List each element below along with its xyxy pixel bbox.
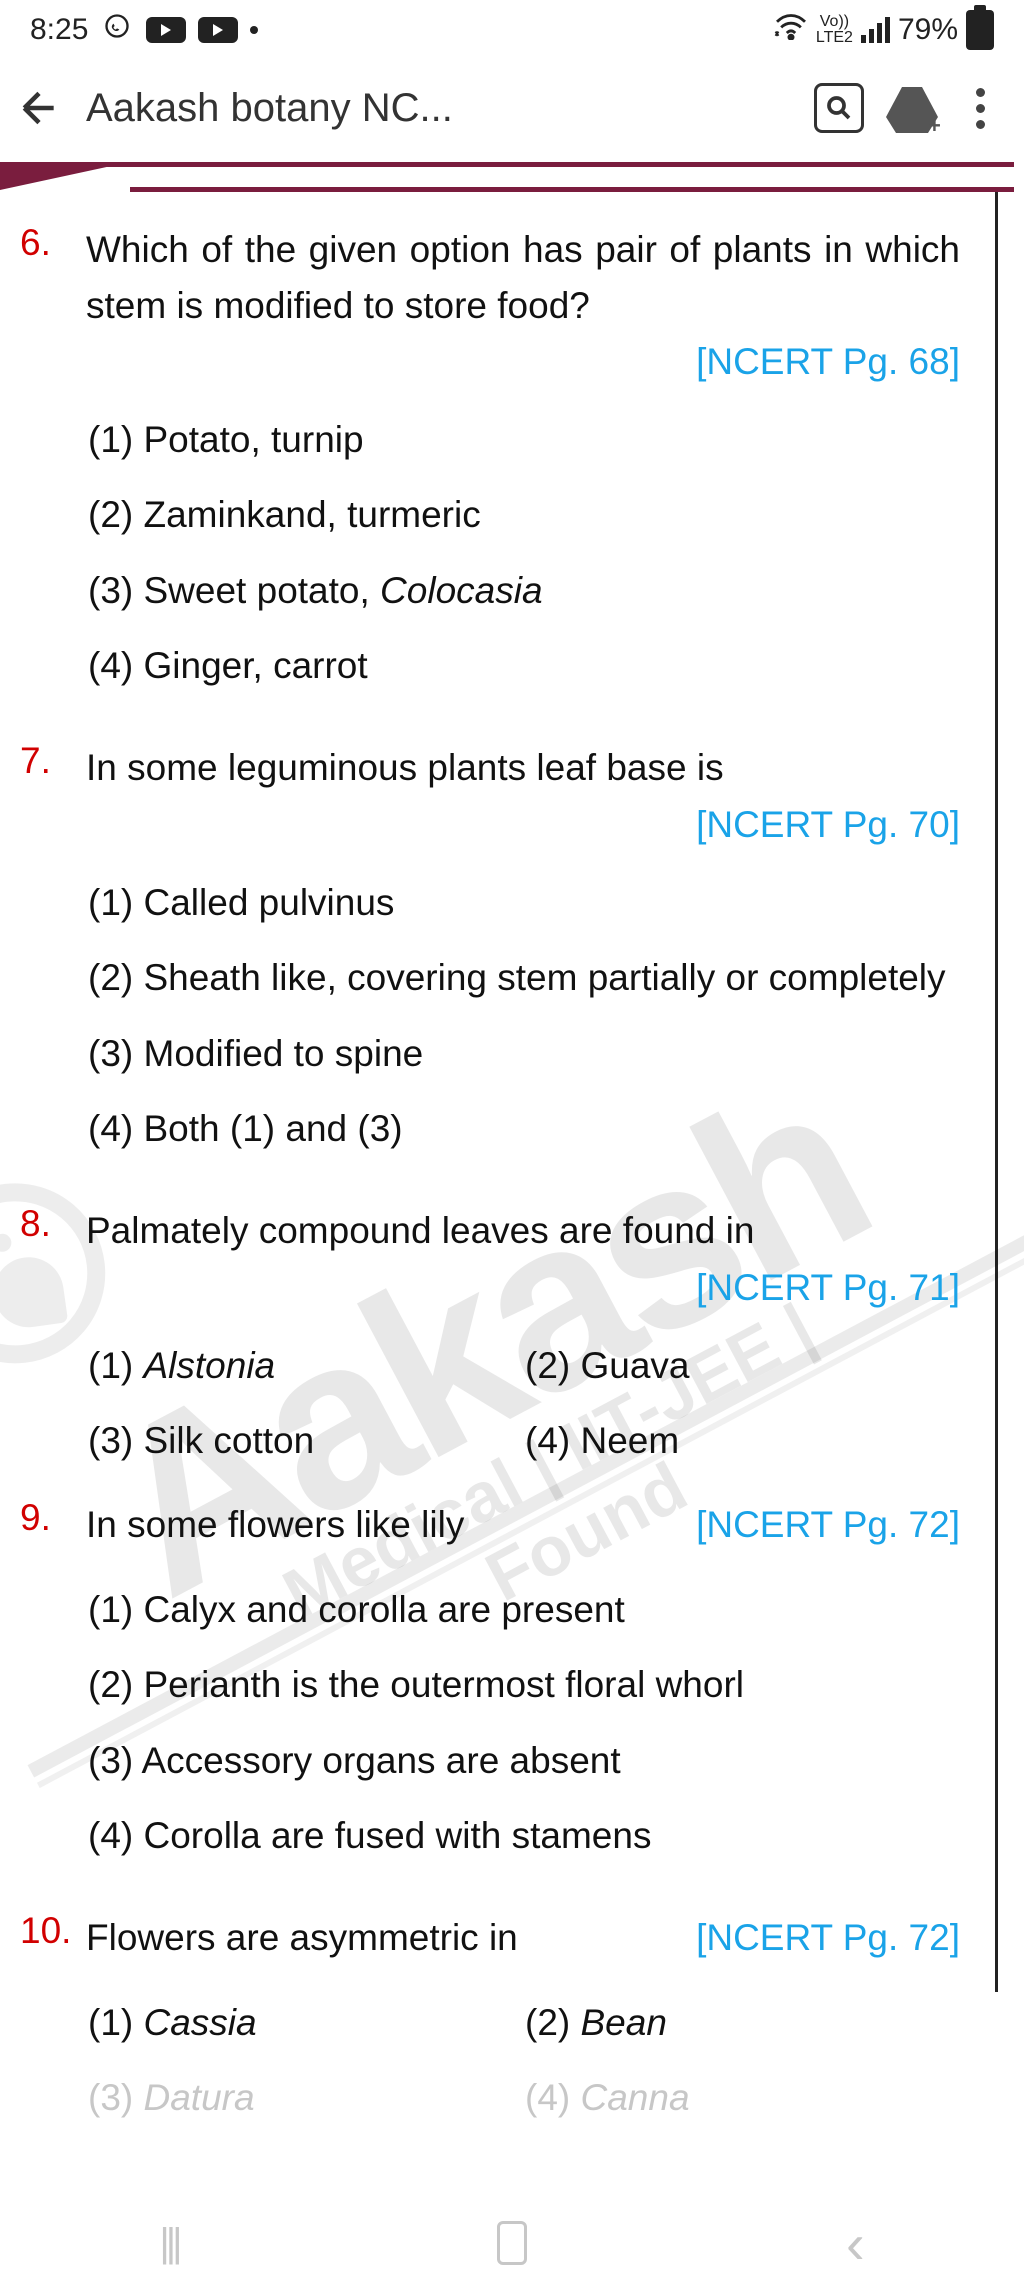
battery-text: 79%: [898, 13, 958, 47]
option[interactable]: (2) Sheath like, covering stem partially…: [86, 949, 960, 1006]
ncert-reference: [NCERT Pg. 72]: [676, 1497, 960, 1553]
nav-home[interactable]: [497, 2221, 527, 2265]
android-nav-bar: ||| ‹: [0, 2203, 1024, 2283]
header-ribbon: [0, 162, 1024, 192]
back-button[interactable]: [12, 81, 66, 135]
battery-icon: [966, 10, 994, 50]
app-title: Aakash botany NC...: [86, 86, 794, 131]
nav-recents[interactable]: |||: [159, 2221, 178, 2266]
signal-icon: [861, 17, 890, 43]
question-number: 8.: [20, 1203, 86, 1469]
status-left: 8:25: [30, 12, 258, 48]
question-text: Flowers are asymmetric in: [86, 1910, 518, 1966]
question: 10.Flowers are asymmetric in [NCERT Pg. …: [20, 1910, 1004, 2126]
option[interactable]: (2) Zaminkand, turmeric: [86, 486, 960, 543]
question: 9.In some flowers like lily [NCERT Pg. 7…: [20, 1497, 1004, 1882]
question: 6.Which of the given option has pair of …: [20, 222, 1004, 712]
option[interactable]: (4) Corolla are fused with stamens: [86, 1807, 960, 1864]
youtube-icon-1: [146, 17, 186, 43]
option[interactable]: (2) Bean: [523, 1994, 960, 2051]
notification-dot: [250, 26, 258, 34]
option[interactable]: (2) Perianth is the outermost floral who…: [86, 1656, 960, 1713]
option[interactable]: (3) Datura: [86, 2069, 523, 2126]
question-text: Palmately compound leaves are found in: [86, 1203, 960, 1259]
question-number: 9.: [20, 1497, 86, 1882]
ncert-reference: [NCERT Pg. 68]: [86, 341, 960, 383]
option[interactable]: (3) Sweet potato, Colocasia: [86, 562, 960, 619]
option[interactable]: (4) Canna: [523, 2069, 960, 2126]
whatsapp-icon: [100, 12, 134, 48]
option[interactable]: (1) Cassia: [86, 1994, 523, 2051]
option[interactable]: (1) Calyx and corolla are present: [86, 1581, 960, 1638]
status-bar: 8:25 Vo)) LTE2 79%: [0, 0, 1024, 60]
youtube-icon-2: [198, 17, 238, 43]
ncert-reference: [NCERT Pg. 70]: [86, 804, 960, 846]
status-right: Vo)) LTE2 79%: [774, 10, 994, 50]
find-in-page-icon[interactable]: [814, 83, 864, 133]
more-options-icon[interactable]: [960, 88, 1000, 129]
wifi-icon: [774, 12, 808, 48]
option[interactable]: (4) Ginger, carrot: [86, 637, 960, 694]
option[interactable]: (1) Called pulvinus: [86, 874, 960, 931]
drive-add-icon[interactable]: +: [884, 83, 940, 133]
question-number: 7.: [20, 740, 86, 1175]
option[interactable]: (3) Modified to spine: [86, 1025, 960, 1082]
option[interactable]: (4) Both (1) and (3): [86, 1100, 960, 1157]
question-text: Which of the given option has pair of pl…: [86, 222, 960, 333]
document-content[interactable]: Aakash Medical | IIT-JEE | Found 6.Which…: [0, 192, 1024, 2127]
option[interactable]: (4) Neem: [523, 1412, 960, 1469]
question: 8.Palmately compound leaves are found in…: [20, 1203, 1004, 1469]
option[interactable]: (3) Silk cotton: [86, 1412, 523, 1469]
clock: 8:25: [30, 13, 88, 47]
question-text: In some flowers like lily: [86, 1497, 464, 1553]
question-text: In some leguminous plants leaf base is: [86, 740, 960, 796]
network-label: Vo)) LTE2: [816, 14, 853, 46]
question-number: 6.: [20, 222, 86, 712]
ncert-reference: [NCERT Pg. 72]: [676, 1910, 960, 1966]
option[interactable]: (1) Potato, turnip: [86, 411, 960, 468]
svg-text:+: +: [928, 113, 940, 133]
ncert-reference: [NCERT Pg. 71]: [86, 1267, 960, 1309]
option[interactable]: (2) Guava: [523, 1337, 960, 1394]
option[interactable]: (1) Alstonia: [86, 1337, 523, 1394]
question-number: 10.: [20, 1910, 86, 2126]
app-bar: Aakash botany NC... +: [0, 60, 1024, 156]
option[interactable]: (3) Accessory organs are absent: [86, 1732, 960, 1789]
question: 7.In some leguminous plants leaf base is…: [20, 740, 1004, 1175]
nav-back[interactable]: ‹: [846, 2211, 865, 2276]
